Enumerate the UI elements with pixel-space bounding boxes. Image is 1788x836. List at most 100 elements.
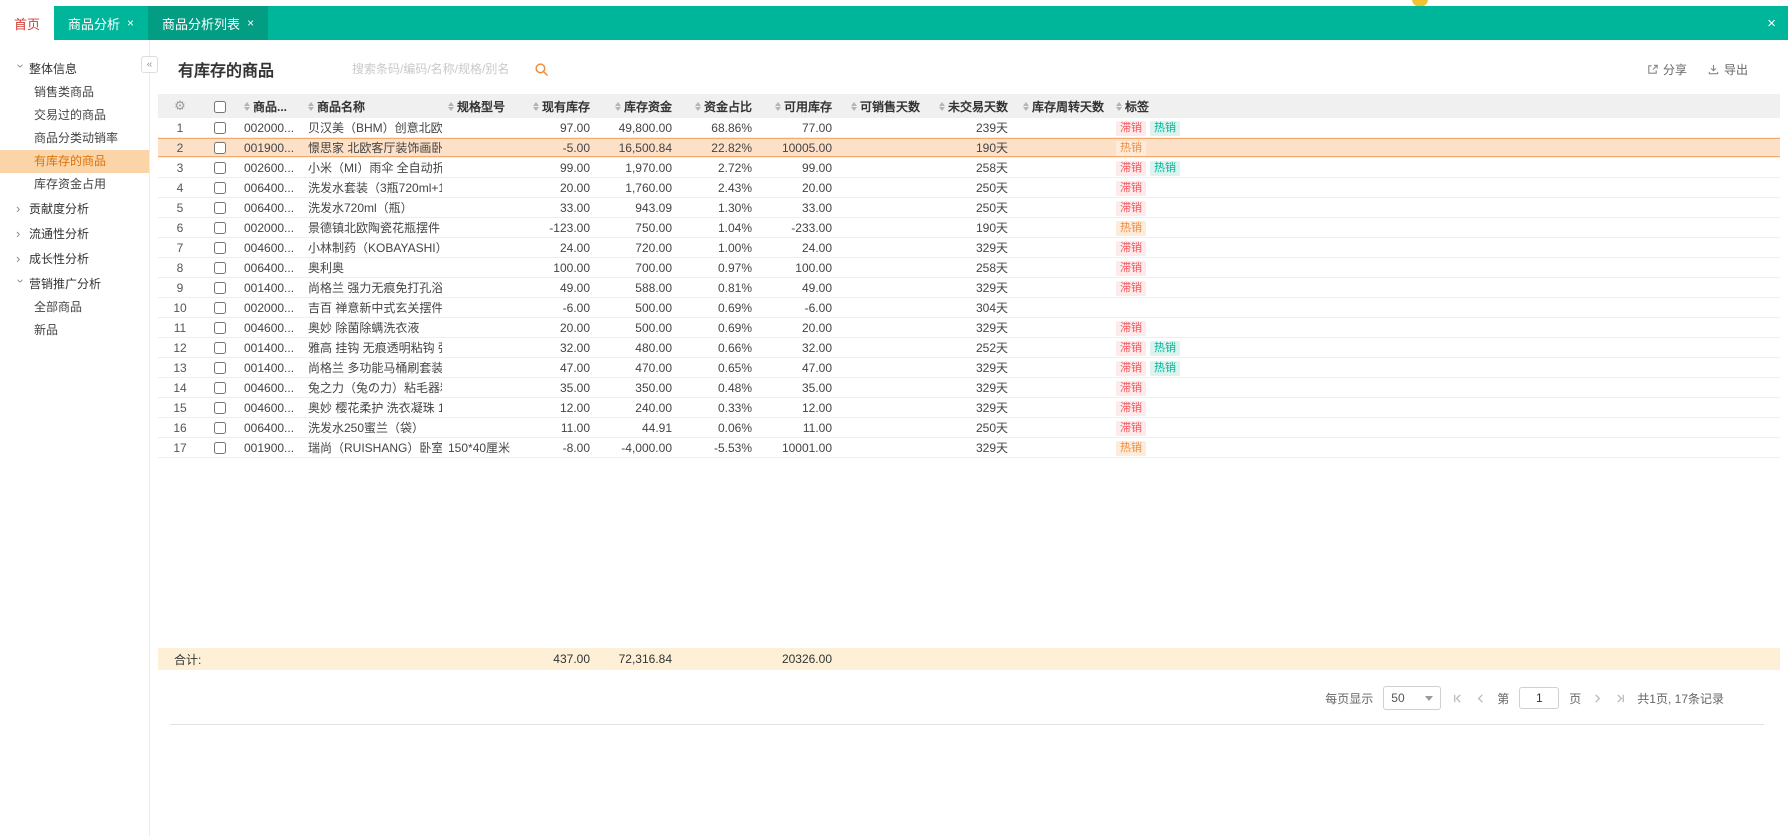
sidebar-item[interactable]: 新品 [34, 323, 59, 337]
table-row[interactable]: 7 004600... 小林制药（KOBAYASHI）日 24.00 720.00 1.0… [158, 238, 1780, 258]
row-checkbox[interactable] [214, 342, 226, 355]
sort-icon[interactable] [614, 101, 621, 111]
tab-normal[interactable]: 商品分析 × [54, 6, 148, 40]
tab-close-icon[interactable]: × [127, 16, 135, 30]
tab-home[interactable]: 首页 [0, 6, 55, 40]
sidebar-item[interactable]: 销售类商品 [34, 85, 95, 99]
column-header-ratio[interactable]: 资金占比 [678, 98, 758, 115]
sort-icon[interactable] [448, 101, 454, 111]
sort-icon[interactable] [532, 101, 539, 111]
settings-column-header[interactable]: ⚙ [158, 98, 202, 114]
share-button[interactable]: 分享 [1646, 61, 1687, 78]
row-index: 16 [173, 420, 187, 435]
cell-fund: 240.00 [635, 400, 672, 415]
cell-no_trade_days: 258天 [975, 261, 1008, 275]
sidebar-item[interactable]: 交易过的商品 [34, 108, 107, 122]
sidebar-group[interactable]: › 营销推广分析 [0, 271, 149, 296]
row-checkbox[interactable] [214, 402, 226, 415]
table-row[interactable]: 15 004600... 奥妙 樱花柔护 洗衣凝珠 10 12.00 240.00 0.3… [158, 398, 1780, 418]
table-row[interactable]: 8 006400... 奥利奥 100.00 700.00 0.97% 100.00 258天… [158, 258, 1780, 278]
sidebar-item[interactable]: 有库存的商品 [0, 150, 149, 173]
sort-icon[interactable] [1022, 101, 1029, 111]
table-row[interactable]: 12 001400... 雅高 挂钩 无痕透明粘钩 强 32.00 480.00 0.66… [158, 338, 1780, 358]
table-row[interactable]: 4 006400... 洗发水套装（3瓶720ml+1瓶 20.00 1,760.00 2… [158, 178, 1780, 198]
column-header-code[interactable]: 商品... [238, 98, 302, 115]
table-row[interactable]: 2 001900... 憬思家 北欧客厅装饰画卧室 -5.00 16,500.84 22.… [158, 138, 1780, 158]
row-checkbox[interactable] [214, 222, 226, 235]
select-all-checkbox[interactable] [214, 100, 226, 113]
sidebar-group[interactable]: › 流通性分析 [0, 221, 149, 246]
caret-icon: › [16, 201, 21, 216]
sidebar-item[interactable]: 商品分类动销率 [34, 131, 119, 145]
cell-no_trade_days: 239天 [975, 121, 1008, 135]
sort-icon[interactable] [244, 101, 250, 111]
page-size-select[interactable]: 50 [1383, 686, 1442, 710]
last-page-button[interactable] [1614, 692, 1627, 705]
first-page-button[interactable] [1451, 692, 1464, 705]
avatar[interactable] [1412, 0, 1428, 7]
page-input[interactable] [1519, 687, 1560, 709]
sort-icon[interactable] [308, 101, 314, 111]
search-icon[interactable] [534, 62, 549, 77]
column-header-no_trade_days[interactable]: 未交易天数 [926, 98, 1014, 115]
table-row[interactable]: 11 004600... 奥妙 除菌除螨洗衣液 20.00 500.00 0.69% 20.… [158, 318, 1780, 338]
table-row[interactable]: 10 002000... 吉百 禅意新中式玄关摆件套 -6.00 500.00 0.69%… [158, 298, 1780, 318]
table-row[interactable]: 5 006400... 洗发水720ml（瓶） 33.00 943.09 1.30% 33.… [158, 198, 1780, 218]
table-row[interactable]: 9 001400... 尚格兰 强力无痕免打孔浴室 49.00 588.00 0.81% 4… [158, 278, 1780, 298]
row-index: 15 [173, 400, 187, 415]
table-row[interactable]: 6 002000... 景德镇北欧陶瓷花瓶摆件 优 -123.00 750.00 1.04… [158, 218, 1780, 238]
prev-page-button[interactable] [1474, 692, 1487, 705]
row-checkbox[interactable] [214, 322, 226, 335]
sort-icon[interactable] [938, 101, 945, 111]
column-header-spec[interactable]: 规格型号 [442, 98, 520, 115]
pagination-summary: 共1页, 17条记录 [1637, 691, 1724, 706]
sidebar-item[interactable]: 全部商品 [34, 300, 83, 314]
cell-no_trade_days: 250天 [975, 201, 1008, 215]
sort-icon[interactable] [694, 101, 701, 111]
row-checkbox[interactable] [214, 122, 226, 135]
tab-close-icon[interactable]: × [247, 16, 255, 30]
table-row[interactable]: 13 001400... 尚格兰 多功能马桶刷套装 无 47.00 470.00 0.65… [158, 358, 1780, 378]
row-checkbox[interactable] [214, 302, 226, 315]
row-checkbox[interactable] [214, 442, 226, 455]
sort-icon[interactable] [850, 101, 857, 111]
column-header-tags[interactable]: 标签 [1110, 98, 1240, 115]
sidebar-group[interactable]: › 贡献度分析 [0, 196, 149, 221]
column-header-fund[interactable]: 库存资金 [596, 98, 678, 115]
table-row[interactable]: 1 002000... 贝汉美（BHM）创意北欧陶瓷 97.00 49,800.00 68… [158, 118, 1780, 138]
tag-滞销: 滞销 [1116, 160, 1146, 176]
column-header-name[interactable]: 商品名称 [302, 98, 442, 115]
column-header-sell_days[interactable]: 可销售天数 [838, 98, 926, 115]
row-checkbox[interactable] [214, 202, 226, 215]
column-header-turnover_days[interactable]: 库存周转天数 [1014, 98, 1110, 115]
table-row[interactable]: 14 004600... 兔之力（兔の力）粘毛器粘 35.00 350.00 0.48% 3… [158, 378, 1780, 398]
column-header-stock[interactable]: 现有库存 [520, 98, 596, 115]
row-checkbox[interactable] [214, 182, 226, 195]
cell-name: 吉百 禅意新中式玄关摆件套 [308, 301, 442, 315]
export-button[interactable]: 导出 [1707, 61, 1748, 78]
sidebar-collapse-button[interactable]: « [141, 56, 158, 73]
column-header-avail[interactable]: 可用库存 [758, 98, 838, 115]
row-checkbox[interactable] [214, 282, 226, 295]
close-icon[interactable]: × [1767, 14, 1776, 32]
row-checkbox[interactable] [214, 142, 226, 155]
row-checkbox[interactable] [214, 242, 226, 255]
sort-icon[interactable] [774, 101, 781, 111]
sort-icon[interactable] [1116, 101, 1122, 111]
sidebar-item[interactable]: 库存资金占用 [34, 177, 107, 191]
row-checkbox[interactable] [214, 422, 226, 435]
row-checkbox[interactable] [214, 362, 226, 375]
table-row[interactable]: 16 006400... 洗发水250蜜兰（袋） 11.00 44.91 0.06% 11.… [158, 418, 1780, 438]
row-checkbox[interactable] [214, 162, 226, 175]
table-row[interactable]: 17 001900... 瑞尚（RUISHANG）卧室装 150*40厘米 -8.00 -… [158, 438, 1780, 458]
row-checkbox[interactable] [214, 262, 226, 275]
sidebar-group[interactable]: › 整体信息 [0, 56, 149, 81]
top-strip [0, 0, 1788, 7]
next-page-button[interactable] [1591, 692, 1604, 705]
table-row[interactable]: 3 002600... 小米（MI）雨伞 全自动折叠 99.00 1,970.00 2.7… [158, 158, 1780, 178]
sidebar-group[interactable]: › 成长性分析 [0, 246, 149, 271]
tab-active[interactable]: 商品分析列表 × [148, 6, 269, 40]
row-checkbox[interactable] [214, 382, 226, 395]
cell-ratio: 68.86% [711, 120, 752, 135]
search-input[interactable] [352, 62, 531, 76]
